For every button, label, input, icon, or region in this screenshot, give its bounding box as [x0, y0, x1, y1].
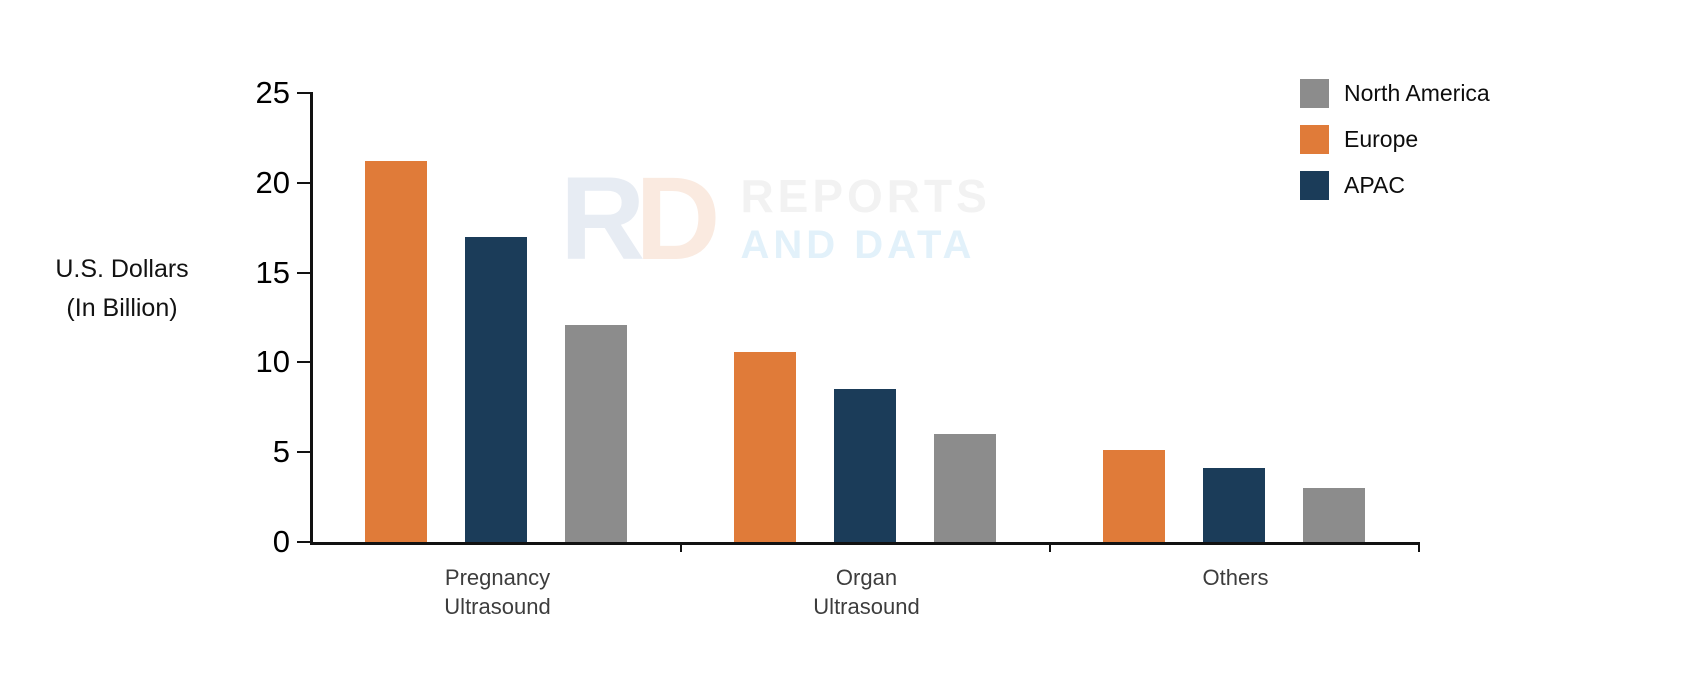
- legend: North America Europe APAC: [1300, 79, 1490, 200]
- x-category-label: Pregnancy Ultrasound: [444, 565, 551, 619]
- legend-swatch: [1300, 79, 1329, 108]
- bar-north-america-0: [565, 324, 627, 542]
- legend-swatch: [1300, 125, 1329, 154]
- bar-europe-0: [365, 161, 427, 542]
- bar-north-america-1: [934, 434, 996, 542]
- x-category-label: Others: [1202, 565, 1269, 590]
- legend-label: Europe: [1344, 126, 1419, 152]
- x-tick-mark: [1418, 542, 1420, 552]
- legend-label: APAC: [1344, 172, 1405, 198]
- legend-label: North America: [1344, 80, 1490, 106]
- y-tick-mark: [297, 181, 313, 184]
- bar-europe-2: [1103, 450, 1165, 542]
- y-tick-label: 15: [255, 254, 290, 290]
- y-tick-label: 10: [255, 344, 290, 380]
- y-tick-mark: [297, 92, 313, 94]
- y-tick-mark: [297, 361, 313, 364]
- y-tick-label: 5: [272, 434, 290, 470]
- y-axis-title: U.S. Dollars (In Billion): [55, 255, 189, 322]
- y-tick-mark: [297, 271, 313, 274]
- bar-apac-1: [834, 389, 896, 542]
- plot-area: 0 5 10 15 20 25 Pregnancy Ultrasound Organ Ultr…: [256, 75, 1420, 619]
- legend-item: APAC: [1300, 171, 1490, 200]
- y-tick-mark: [297, 541, 313, 543]
- x-category-label: Organ Ultrasound: [813, 565, 920, 619]
- y-tick-label: 20: [255, 164, 290, 200]
- bar-europe-1: [734, 351, 796, 542]
- bar-apac-2: [1203, 468, 1265, 542]
- y-tick-mark: [297, 451, 313, 454]
- x-tick-mark: [680, 542, 682, 552]
- y-tick-label: 25: [255, 75, 290, 110]
- x-tick-mark: [1049, 542, 1051, 552]
- legend-item: North America: [1300, 79, 1490, 108]
- bar-apac-0: [465, 236, 527, 542]
- bar-north-america-2: [1303, 488, 1365, 542]
- legend-item: Europe: [1300, 125, 1490, 154]
- legend-swatch: [1300, 171, 1329, 200]
- y-tick-label: 0: [272, 524, 290, 559]
